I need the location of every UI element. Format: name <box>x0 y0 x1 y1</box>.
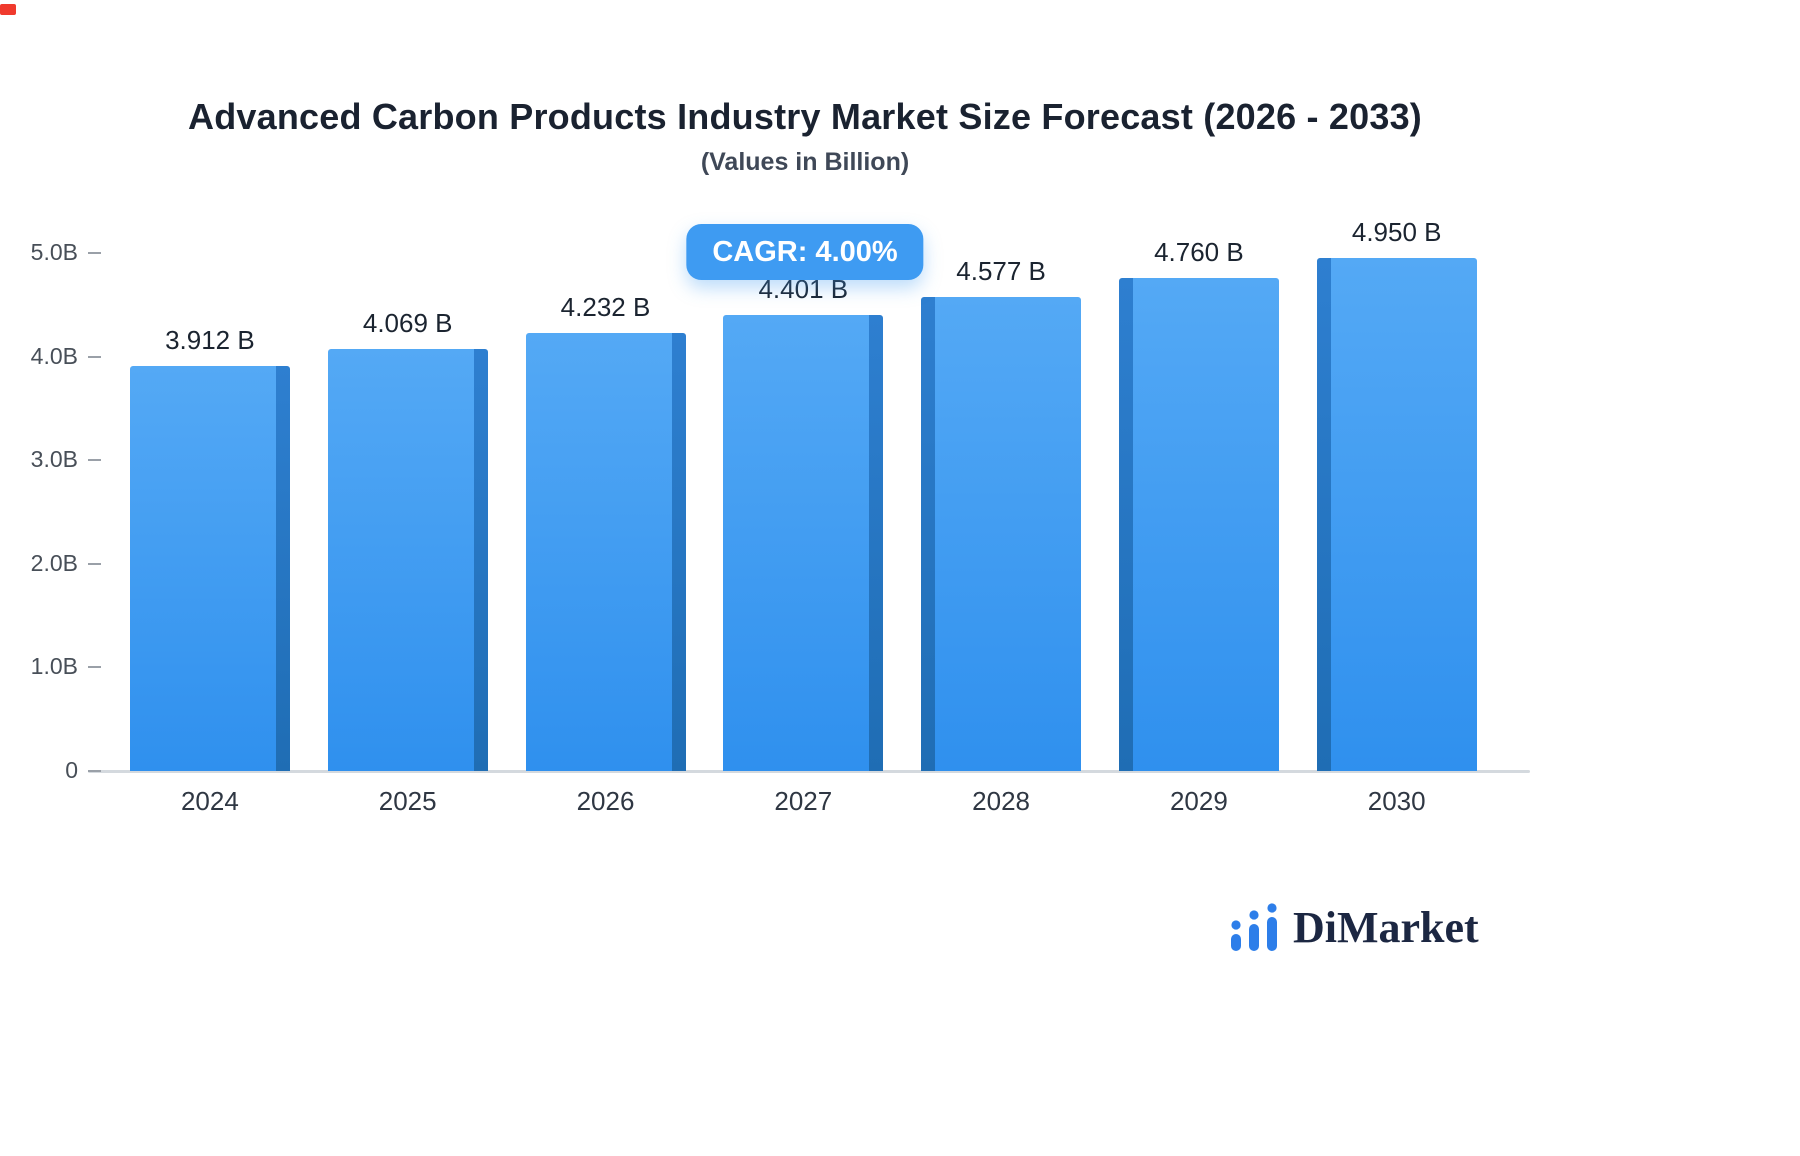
y-axis-tick-mark <box>88 562 101 565</box>
bar <box>1118 278 1279 771</box>
bar <box>327 349 488 771</box>
logo-text: DiMarket <box>1293 903 1479 952</box>
bar-value-label: 4.069 B <box>362 308 453 338</box>
y-axis-tick-mark <box>88 355 101 358</box>
x-axis-label: 2027 <box>774 786 833 816</box>
y-axis-tick-mark <box>88 770 101 772</box>
y-axis-tick-label: 4.0B <box>30 342 78 369</box>
bar-side <box>1316 258 1331 771</box>
bar-face <box>1132 278 1279 771</box>
y-axis-tick-label: 2.0B <box>30 549 78 576</box>
bar-value-label: 4.577 B <box>956 256 1046 286</box>
bar-side <box>473 349 488 771</box>
y-axis-tick-mark <box>88 666 101 669</box>
x-axis-label: 2028 <box>972 786 1031 816</box>
x-axis-label: 2025 <box>378 786 437 816</box>
x-axis-label: 2029 <box>1169 786 1228 816</box>
bar-face <box>327 349 474 771</box>
bar-side <box>869 315 884 771</box>
y-axis-tick-label: 0 <box>65 757 78 783</box>
bar-side <box>921 297 936 771</box>
chart-subtitle: (Values in Billion) <box>700 148 910 176</box>
bar-value-label: 4.760 B <box>1154 237 1244 267</box>
bar-value-label: 3.912 B <box>165 325 255 355</box>
bar <box>129 366 290 771</box>
bar-value-label: 4.950 B <box>1351 217 1442 247</box>
bar-face <box>525 333 672 771</box>
y-axis-tick-mark <box>88 252 101 254</box>
bar-face <box>935 297 1082 771</box>
bar-side <box>671 333 686 771</box>
bar <box>525 333 686 771</box>
y-axis-tick-label: 3.0B <box>30 446 78 473</box>
bar-side <box>275 366 290 771</box>
dimarket-logo: DiMarket <box>1228 902 1479 953</box>
bar-value-label: 4.232 B <box>560 292 651 322</box>
bar-face <box>1330 258 1477 771</box>
cagr-badge: CAGR: 4.00% <box>686 224 924 280</box>
y-axis-tick-mark <box>88 459 101 462</box>
chart-title: Advanced Carbon Products Industry Market… <box>188 96 1422 137</box>
x-axis-label: 2024 <box>180 786 239 816</box>
y-axis-tick-label: 5.0B <box>30 239 78 265</box>
y-axis-tick-label: 1.0B <box>30 653 78 680</box>
bar-face <box>129 366 276 771</box>
bar <box>723 315 884 771</box>
bar-chart-dots-icon <box>1228 902 1280 953</box>
x-axis-line <box>88 770 1530 773</box>
bar <box>921 297 1082 771</box>
bar-face <box>723 315 870 771</box>
x-axis-label: 2030 <box>1367 786 1426 816</box>
screen-corner-artifact <box>0 4 16 15</box>
x-axis-label: 2026 <box>576 786 635 816</box>
bar <box>1316 258 1477 771</box>
bar-side <box>1118 278 1133 771</box>
